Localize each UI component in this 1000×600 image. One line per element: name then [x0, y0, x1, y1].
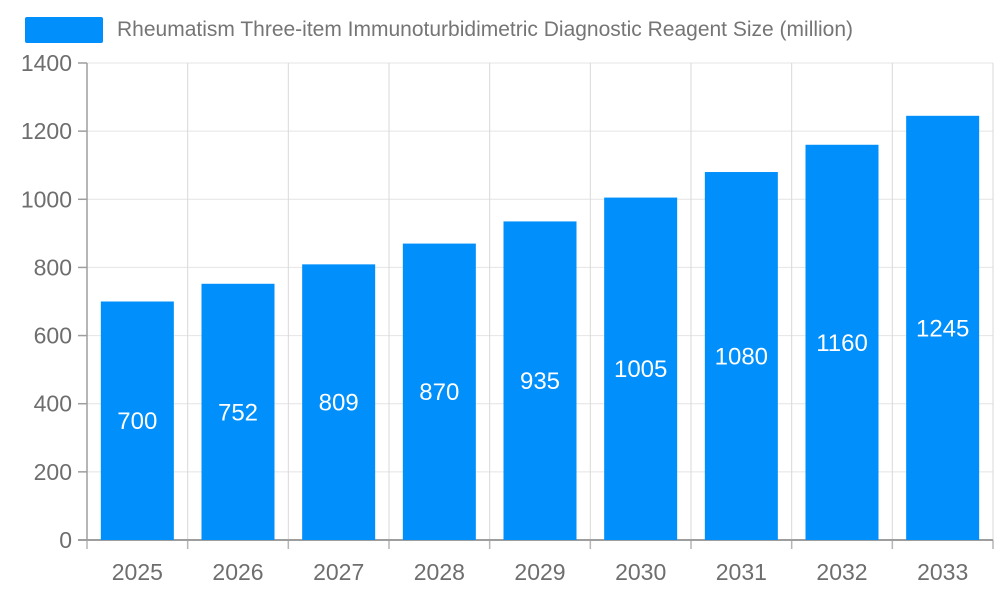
bar-value-label: 1080 [715, 343, 768, 370]
bar-value-label: 700 [117, 408, 157, 435]
y-axis-tick-label: 600 [34, 323, 72, 349]
x-axis-tick-label: 2026 [212, 559, 263, 585]
x-axis-tick-label: 2032 [816, 559, 867, 585]
x-axis-tick-label: 2029 [514, 559, 565, 585]
bar-value-label: 1245 [916, 315, 969, 342]
x-axis-tick-label: 2033 [917, 559, 968, 585]
bar[interactable] [503, 221, 577, 541]
bar[interactable] [604, 197, 678, 540]
bar-value-label: 809 [319, 390, 359, 417]
x-axis-tick-label: 2025 [112, 559, 163, 585]
legend-label: Rheumatism Three-item Immunoturbidimetri… [117, 18, 854, 41]
bar[interactable] [805, 144, 879, 540]
bar[interactable] [906, 115, 980, 540]
x-axis-tick-label: 2031 [716, 559, 767, 585]
x-axis-tick-label: 2028 [414, 559, 465, 585]
x-axis-tick-label: 2030 [615, 559, 666, 585]
bar-value-label: 752 [218, 399, 258, 426]
y-axis-tick-label: 1200 [21, 118, 72, 144]
y-axis-tick-label: 200 [34, 459, 72, 485]
bar-value-label: 1005 [614, 356, 667, 383]
legend-color-marker [25, 17, 103, 43]
y-axis-tick-label: 1400 [21, 50, 72, 76]
y-axis-tick-label: 1000 [21, 186, 72, 212]
y-axis-tick-label: 800 [34, 254, 72, 280]
bar[interactable] [402, 243, 476, 541]
x-axis-tick-label: 2027 [313, 559, 364, 585]
bar-value-label: 935 [520, 368, 560, 395]
bar[interactable] [302, 264, 376, 540]
bar[interactable] [704, 172, 778, 540]
bar[interactable] [100, 301, 174, 541]
y-axis-tick-label: 0 [59, 527, 72, 553]
bar-value-label: 1160 [816, 330, 868, 357]
bar[interactable] [201, 283, 275, 540]
y-axis-tick-label: 400 [34, 391, 72, 417]
bar-value-label: 870 [419, 379, 459, 406]
legend-item[interactable]: Rheumatism Three-item Immunoturbidimetri… [25, 17, 853, 43]
